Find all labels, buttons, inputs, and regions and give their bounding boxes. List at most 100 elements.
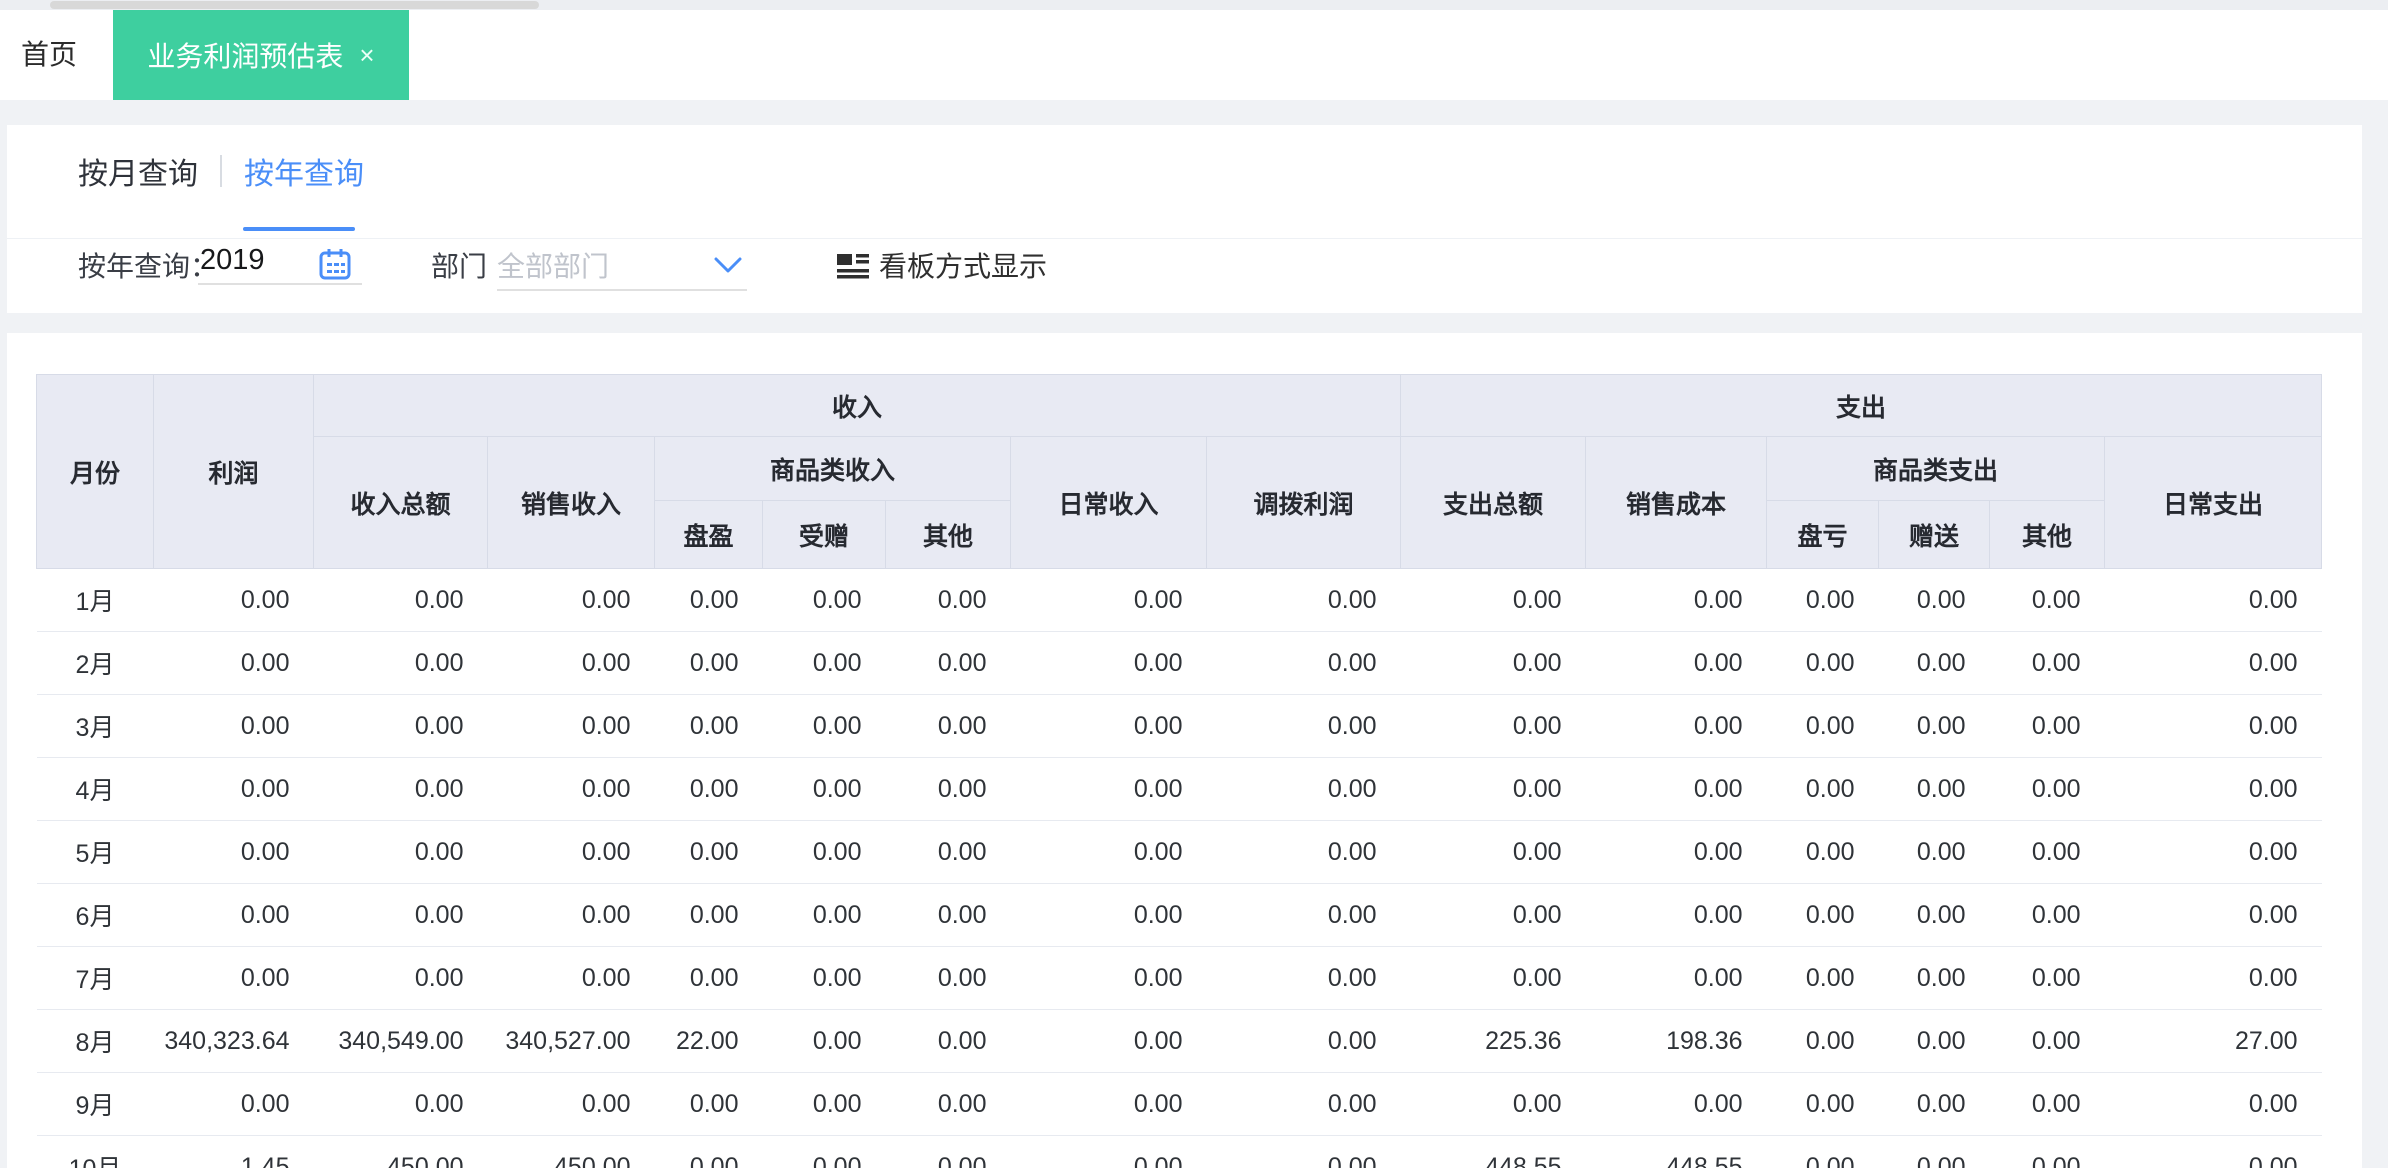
value-cell: 0.00 [1206,694,1401,758]
value-cell: 0.00 [1766,883,1879,947]
year-input-underline [198,283,362,285]
value-cell: 0.00 [885,757,1011,821]
calendar-icon[interactable] [318,247,352,281]
month-cell: 6月 [36,883,154,947]
value-cell: 0.00 [1400,820,1586,884]
table-row[interactable]: 3月 0.00 0.00 0.00 0.00 0.00 0.00 0.00 0.00 0.00 0.… [36,694,2322,758]
value-cell: 0.00 [762,820,886,884]
table-row[interactable]: 9月 0.00 0.00 0.00 0.00 0.00 0.00 0.00 0.00 0.00 0.… [36,1072,2322,1136]
value-cell: 0.00 [1766,1135,1879,1168]
col-header-sales-cost: 销售成本 [1585,436,1768,569]
tab-query-by-year[interactable]: 按年查询 [244,158,364,191]
value-cell: 0.00 [654,946,763,1010]
value-cell: 0.00 [1878,946,1990,1010]
value-cell: 340,527.00 [487,1009,655,1073]
value-cell: 0.00 [313,820,488,884]
value-cell: 0.00 [1010,1072,1207,1136]
value-cell: 0.00 [487,631,655,695]
col-header-expense-total: 支出总额 [1400,436,1587,569]
value-cell: 0.00 [487,568,655,632]
value-cell: 0.00 [885,883,1011,947]
value-cell: 0.00 [2104,1135,2322,1168]
value-cell: 0.00 [1585,883,1767,947]
table-row[interactable]: 10月1.45450.00450.000.000.000.000.000.004… [36,1135,2322,1168]
value-cell: 0.00 [1400,568,1586,632]
value-cell: 1.45 [153,1135,314,1168]
value-cell: 0.00 [885,1135,1011,1168]
table-row[interactable]: 1月 0.00 0.00 0.00 0.00 0.00 0.00 0.00 0.00 0.00 0.… [36,568,2322,632]
col-header-inventory-gain: 盘盈 [654,500,763,569]
value-cell: 0.00 [1010,1135,1207,1168]
table-panel: 月份 利润 收入 支出 收入总额 销售收入 商品类收入 日常收入 调拨利润 支出… [7,333,2362,1168]
value-cell: 0.00 [313,694,488,758]
col-header-other-income: 其他 [885,500,1011,569]
value-cell: 0.00 [1585,820,1767,884]
value-cell: 0.00 [1766,946,1879,1010]
table-row[interactable]: 4月 0.00 0.00 0.00 0.00 0.00 0.00 0.00 0.00 0.00 0.… [36,757,2322,821]
value-cell: 0.00 [1206,883,1401,947]
value-cell: 0.00 [1766,631,1879,695]
col-header-inventory-loss: 盘亏 [1766,500,1880,569]
tab-profit-forecast-label: 业务利润预估表 [147,41,344,72]
value-cell: 0.00 [1989,1135,2105,1168]
value-cell: 0.00 [1585,694,1767,758]
value-cell: 0.00 [2104,946,2322,1010]
value-cell: 448.55 [1585,1135,1767,1168]
table-header: 月份 利润 收入 支出 收入总额 销售收入 商品类收入 日常收入 调拨利润 支出… [36,374,2323,569]
value-cell: 0.00 [313,1072,488,1136]
chevron-down-icon[interactable] [714,257,742,275]
department-select[interactable]: 全部部门 [497,251,610,282]
col-header-transfer-profit: 调拨利润 [1205,436,1402,569]
value-cell: 0.00 [1878,820,1990,884]
value-cell: 340,323.64 [153,1009,314,1073]
tab-query-by-month[interactable]: 按月查询 [78,158,198,191]
value-cell: 0.00 [2104,1072,2322,1136]
value-cell: 0.00 [1010,883,1207,947]
table-row[interactable]: 6月 0.00 0.00 0.00 0.00 0.00 0.00 0.00 0.00 0.00 0.… [36,883,2322,947]
tab-separator [220,155,222,187]
value-cell: 0.00 [1206,820,1401,884]
value-cell: 0.00 [1989,1009,2105,1073]
value-cell: 0.00 [1400,883,1586,947]
app-tab-bar: 首页 业务利润预估表 × [0,10,2388,100]
value-cell: 0.00 [1400,694,1586,758]
close-icon[interactable]: × [359,39,375,70]
value-cell: 0.00 [1878,1072,1990,1136]
horizontal-scrollbar-thumb[interactable] [50,1,539,9]
value-cell: 0.00 [1766,1072,1879,1136]
value-cell: 0.00 [762,694,886,758]
value-cell: 0.00 [2104,631,2322,695]
month-cell: 2月 [36,631,154,695]
col-header-daily-income: 日常收入 [1010,436,1207,569]
value-cell: 0.00 [1206,631,1401,695]
value-cell: 0.00 [1400,631,1586,695]
value-cell: 0.00 [1989,1072,2105,1136]
value-cell: 0.00 [1878,568,1990,632]
value-cell: 0.00 [1010,757,1207,821]
kanban-view-icon[interactable] [836,251,870,281]
tab-profit-forecast[interactable]: 业务利润预估表 × [113,10,409,100]
table-row[interactable]: 8月 340,323.64 340,549.00 340,527.00 22.00 0.0… [36,1009,2322,1073]
value-cell: 0.00 [654,694,763,758]
value-cell: 0.00 [1206,946,1401,1010]
value-cell: 0.00 [1010,1009,1207,1073]
table-row[interactable]: 2月 0.00 0.00 0.00 0.00 0.00 0.00 0.00 0.00 0.00 0.… [36,631,2322,695]
table-row[interactable]: 7月 0.00 0.00 0.00 0.00 0.00 0.00 0.00 0.00 0.00 0.… [36,946,2322,1010]
value-cell: 0.00 [487,757,655,821]
value-cell: 0.00 [1766,820,1879,884]
value-cell: 0.00 [885,946,1011,1010]
tab-home[interactable]: 首页 [21,39,78,70]
value-cell: 450.00 [313,1135,488,1168]
value-cell: 0.00 [1585,757,1767,821]
table-row[interactable]: 5月 0.00 0.00 0.00 0.00 0.00 0.00 0.00 0.00 0.00 0.… [36,820,2322,884]
value-cell: 0.00 [1400,757,1586,821]
value-cell: 448.55 [1400,1135,1586,1168]
panel-divider [7,238,2362,239]
value-cell: 0.00 [2104,568,2322,632]
col-header-month: 月份 [36,374,154,569]
value-cell: 225.36 [1400,1009,1586,1073]
top-strip [0,0,2388,10]
kanban-display-toggle[interactable]: 看板方式显示 [879,251,1048,282]
year-input[interactable]: 2019 [200,244,265,276]
value-cell: 0.00 [1010,946,1207,1010]
